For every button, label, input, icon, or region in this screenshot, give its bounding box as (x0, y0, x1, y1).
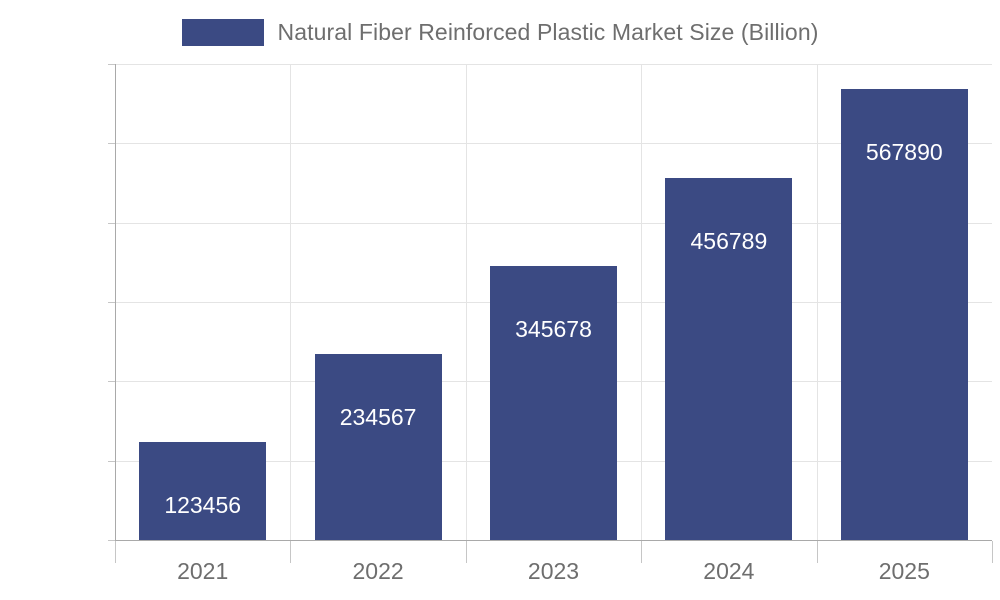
x-tick-label: 2025 (878, 558, 930, 584)
x-axis-line (115, 540, 992, 541)
y-tick-mark (108, 143, 115, 145)
legend-swatch-icon (181, 18, 264, 46)
bar-2024[interactable] (665, 177, 793, 540)
chart-legend: Natural Fiber Reinforced Plastic Market … (0, 12, 1000, 52)
x-tick-mark (817, 541, 818, 563)
bar-2022[interactable] (314, 353, 442, 540)
y-tick-mark (108, 381, 115, 383)
y-axis-line (115, 64, 116, 541)
plot-area: 123456 234567 345678 456789 567890 (115, 64, 992, 541)
y-tick-mark (108, 302, 115, 303)
gridline-horizontal (115, 64, 992, 65)
gridline-vertical (466, 64, 467, 540)
x-tick-label: 2024 (703, 558, 755, 584)
gridline-vertical (817, 64, 818, 540)
y-tick-mark (108, 64, 115, 65)
x-tick-label: 2023 (527, 558, 580, 584)
x-tick-mark (466, 541, 467, 563)
legend-label: Natural Fiber Reinforced Plastic Market … (277, 18, 819, 45)
x-tick-mark (290, 541, 291, 563)
x-tick-mark (115, 541, 116, 563)
gridline-horizontal (115, 143, 992, 145)
bar-2021[interactable] (139, 442, 267, 540)
y-tick-mark (108, 222, 115, 224)
gridline-vertical (641, 64, 642, 540)
gridline-horizontal (115, 222, 992, 224)
gridline-vertical (290, 64, 291, 540)
y-tick-mark (108, 540, 115, 541)
x-tick-mark (641, 541, 642, 563)
bar-2023[interactable] (489, 265, 618, 540)
x-tick-label: 2021 (177, 558, 229, 584)
legend-item-market-size[interactable]: Natural Fiber Reinforced Plastic Market … (181, 18, 819, 46)
bar-2025[interactable] (840, 89, 968, 540)
x-tick-label: 2022 (352, 558, 404, 584)
x-tick-mark (992, 541, 993, 563)
y-tick-mark (108, 460, 115, 462)
